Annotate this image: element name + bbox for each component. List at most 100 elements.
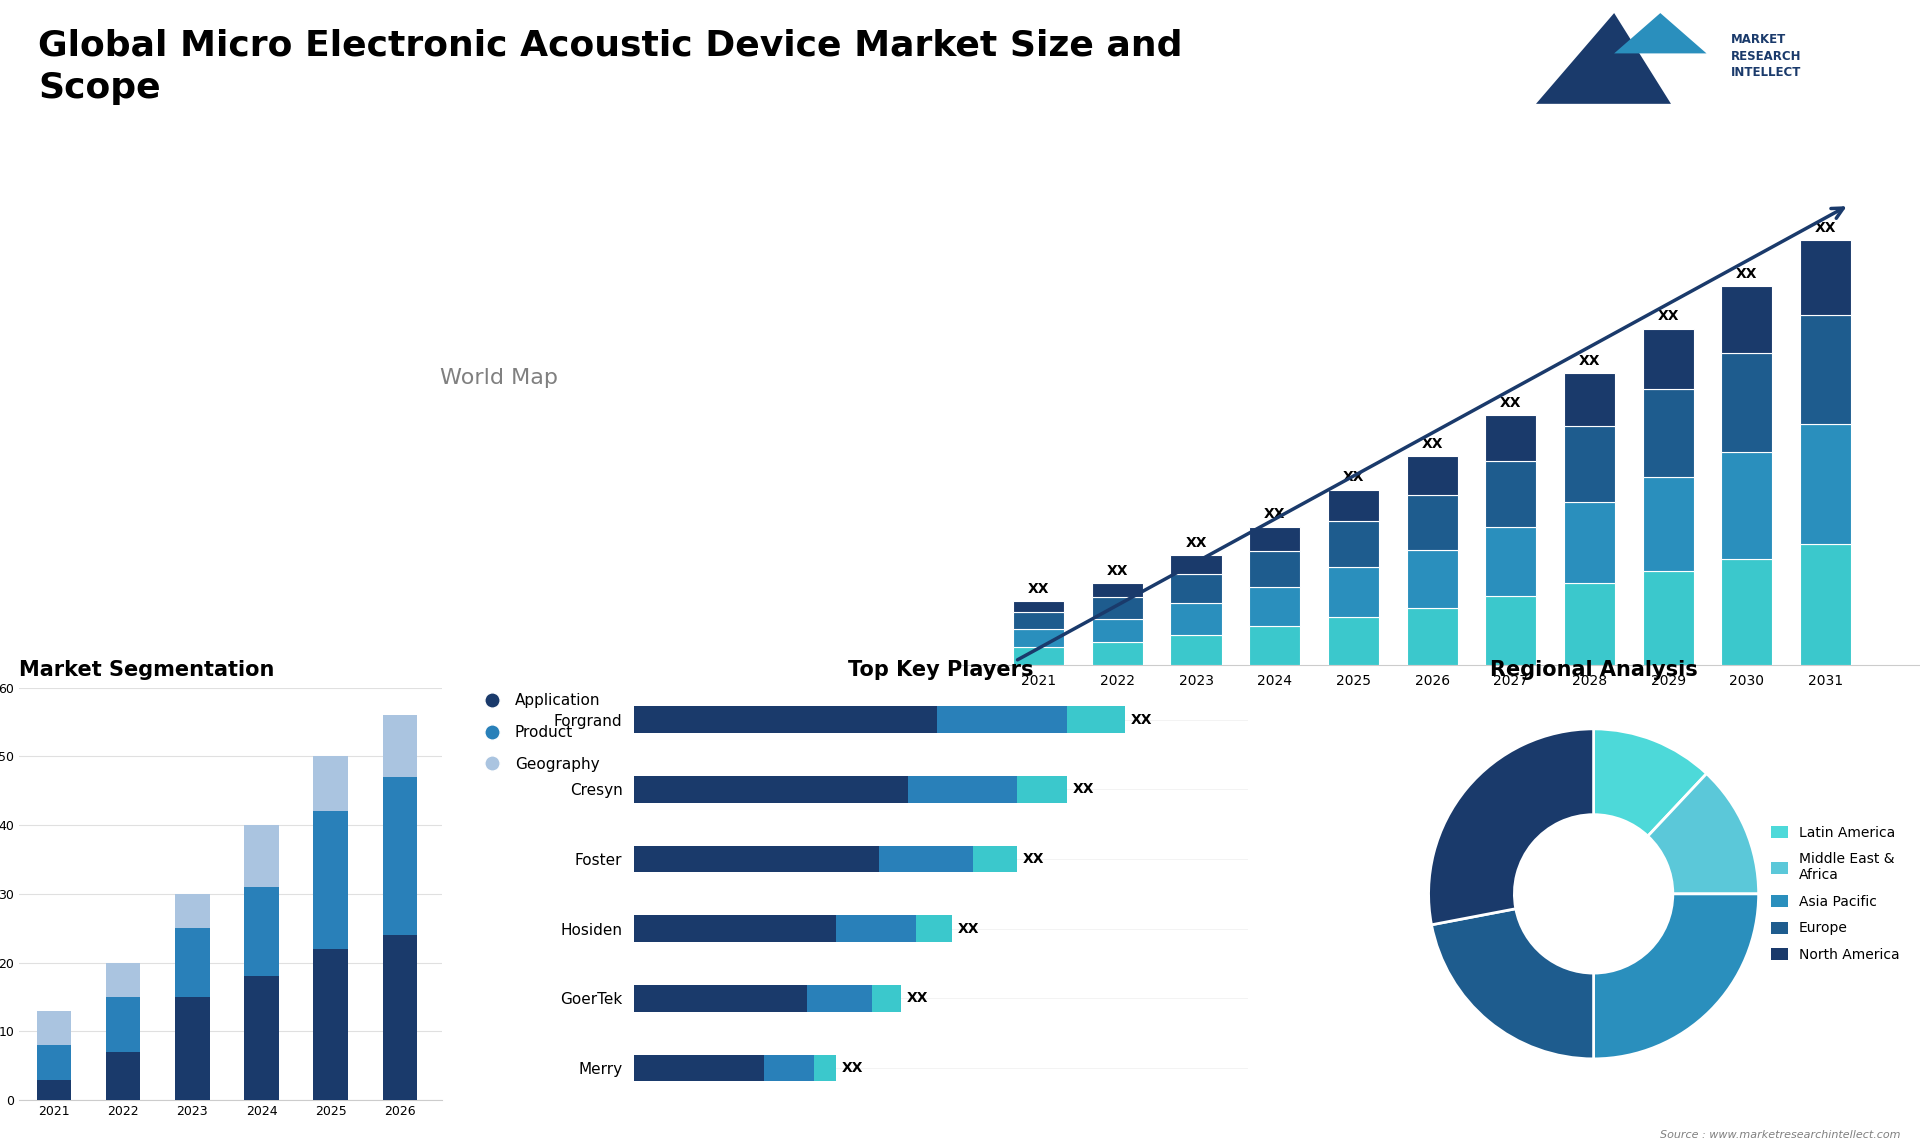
Bar <box>1250 626 1300 665</box>
Bar <box>106 997 140 1052</box>
Bar <box>879 846 973 872</box>
Text: XX: XX <box>1185 535 1208 550</box>
Bar <box>634 846 879 872</box>
Bar <box>1329 521 1379 567</box>
Polygon shape <box>1615 13 1707 54</box>
Bar <box>1407 550 1457 609</box>
Text: XX: XX <box>1736 267 1757 281</box>
Text: XX: XX <box>1106 564 1129 578</box>
Wedge shape <box>1594 729 1707 837</box>
Bar <box>1801 544 1851 665</box>
Circle shape <box>1515 815 1672 973</box>
Wedge shape <box>1432 909 1594 1059</box>
Text: XX: XX <box>1500 397 1521 410</box>
Legend: Latin America, Middle East &
Africa, Asia Pacific, Europe, North America: Latin America, Middle East & Africa, Asi… <box>1766 821 1905 967</box>
Bar <box>1068 706 1125 732</box>
Bar <box>937 706 1068 732</box>
Bar <box>1407 609 1457 665</box>
Bar <box>916 916 952 942</box>
Bar <box>1801 314 1851 424</box>
Bar <box>382 935 417 1100</box>
Bar <box>1329 489 1379 521</box>
Bar <box>1644 388 1693 477</box>
Text: XX: XX <box>841 1061 864 1075</box>
Bar <box>814 1055 835 1082</box>
Bar <box>1014 612 1064 629</box>
Bar <box>1171 635 1221 665</box>
Bar <box>382 777 417 935</box>
Bar <box>764 1055 814 1082</box>
Bar <box>1565 583 1615 665</box>
Bar <box>1722 286 1772 353</box>
Bar <box>973 846 1018 872</box>
Bar <box>1722 453 1772 558</box>
Bar <box>36 1045 71 1080</box>
Text: World Map: World Map <box>440 368 559 388</box>
Bar <box>313 949 348 1100</box>
Bar <box>36 1080 71 1100</box>
Bar <box>1171 555 1221 574</box>
Bar <box>806 986 872 1012</box>
Bar <box>634 986 806 1012</box>
Bar <box>634 916 835 942</box>
Text: XX: XX <box>1131 713 1152 727</box>
Bar <box>106 963 140 997</box>
Bar <box>1565 502 1615 583</box>
Bar <box>175 928 209 997</box>
Bar <box>1565 372 1615 426</box>
Bar <box>872 986 900 1012</box>
Bar <box>175 997 209 1100</box>
Polygon shape <box>1536 13 1670 104</box>
Text: Source : www.marketresearchintellect.com: Source : www.marketresearchintellect.com <box>1661 1130 1901 1140</box>
Text: Global Micro Electronic Acoustic Device Market Size and
Scope: Global Micro Electronic Acoustic Device … <box>38 29 1183 104</box>
Bar <box>1018 776 1068 802</box>
Bar <box>1486 527 1536 596</box>
Bar <box>1092 597 1142 619</box>
Bar <box>1014 601 1064 612</box>
Bar <box>244 976 278 1100</box>
Text: XX: XX <box>1073 783 1094 796</box>
Bar <box>36 1011 71 1045</box>
Bar <box>244 887 278 976</box>
Bar <box>382 715 417 777</box>
Bar <box>313 756 348 811</box>
Wedge shape <box>1594 894 1759 1059</box>
Bar <box>1486 415 1536 462</box>
Text: XX: XX <box>1342 470 1365 485</box>
Bar <box>1722 558 1772 665</box>
Text: XX: XX <box>958 921 979 936</box>
Bar <box>1801 241 1851 314</box>
Bar <box>1092 642 1142 665</box>
Wedge shape <box>1647 774 1759 894</box>
Text: XX: XX <box>1263 508 1286 521</box>
Bar <box>1722 353 1772 453</box>
Bar <box>1486 596 1536 665</box>
Bar <box>634 706 937 732</box>
Bar <box>1014 647 1064 665</box>
Text: XX: XX <box>1657 309 1678 323</box>
Bar <box>1801 424 1851 544</box>
Bar <box>1407 456 1457 495</box>
Bar <box>1171 574 1221 603</box>
Bar <box>634 1055 764 1082</box>
Bar <box>634 776 908 802</box>
Text: XX: XX <box>1027 582 1050 596</box>
Bar <box>244 825 278 887</box>
Bar <box>1644 571 1693 665</box>
Bar <box>1171 603 1221 635</box>
Bar <box>1644 477 1693 571</box>
Bar <box>908 776 1018 802</box>
Title: Top Key Players: Top Key Players <box>849 660 1033 681</box>
Text: Market Segmentation: Market Segmentation <box>19 660 275 681</box>
Text: XX: XX <box>1421 437 1444 450</box>
Bar <box>1250 587 1300 626</box>
Bar <box>313 811 348 949</box>
Text: XX: XX <box>906 991 929 1005</box>
Bar <box>106 1052 140 1100</box>
Bar <box>1644 329 1693 388</box>
Title: Regional Analysis: Regional Analysis <box>1490 660 1697 681</box>
Bar <box>1092 583 1142 597</box>
Legend: Application, Product, Geography: Application, Product, Geography <box>470 686 607 778</box>
Text: MARKET
RESEARCH
INTELLECT: MARKET RESEARCH INTELLECT <box>1732 33 1801 79</box>
Bar <box>1250 551 1300 587</box>
